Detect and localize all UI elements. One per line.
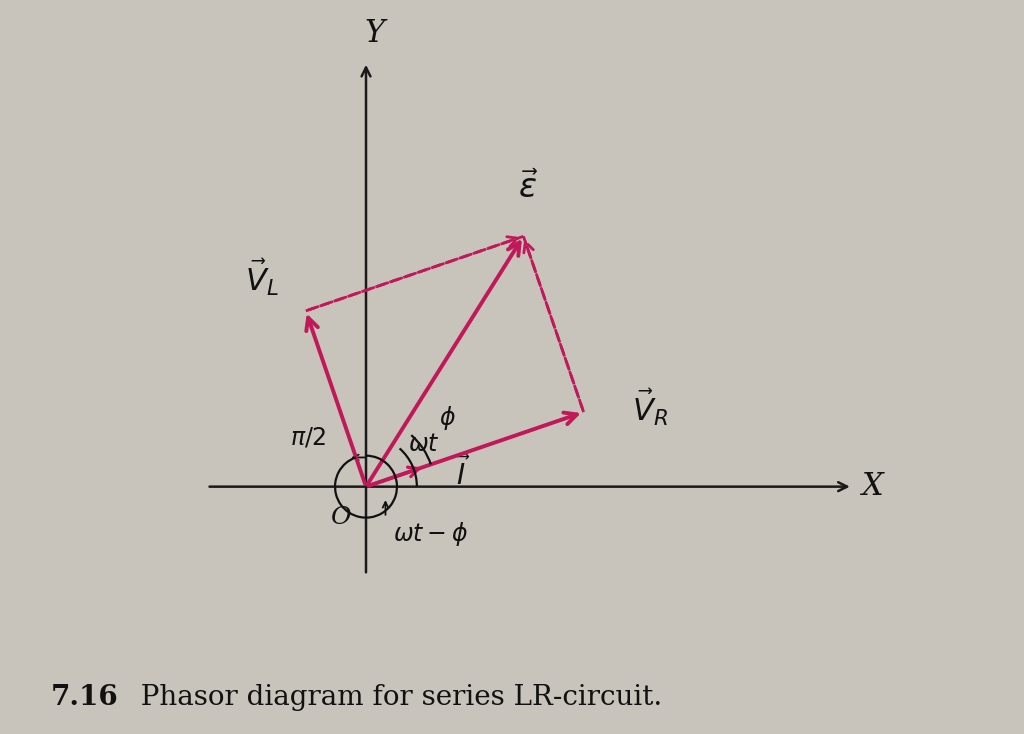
Text: $\vec{V}_L$: $\vec{V}_L$ [246, 256, 280, 297]
Text: $\omega t-\phi$: $\omega t-\phi$ [392, 520, 467, 548]
Text: $\vec{I}$: $\vec{I}$ [456, 457, 470, 491]
Text: 7.16: 7.16 [51, 684, 119, 711]
Text: $\phi$: $\phi$ [439, 404, 456, 432]
Text: $\pi/2$: $\pi/2$ [290, 426, 327, 450]
Text: $\vec{\varepsilon}$: $\vec{\varepsilon}$ [518, 172, 538, 206]
Text: $\omega t$: $\omega t$ [408, 432, 439, 456]
Text: X: X [861, 471, 884, 502]
Text: O: O [330, 506, 350, 529]
Text: $\vec{V}_R$: $\vec{V}_R$ [632, 387, 669, 428]
Text: Phasor diagram for series LR-circuit.: Phasor diagram for series LR-circuit. [123, 684, 663, 711]
Text: Y: Y [365, 18, 385, 48]
